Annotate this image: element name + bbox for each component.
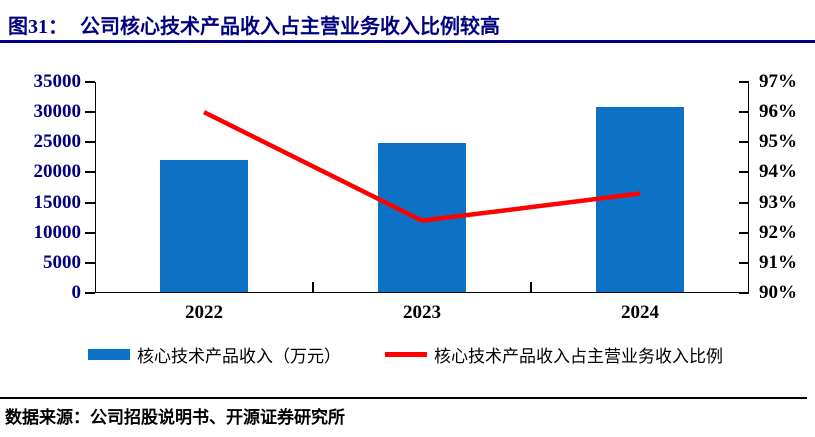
y-left-tickmark [85, 111, 95, 114]
data-source-note: 数据来源：公司招股说明书、开源证券研究所 [5, 408, 345, 427]
y-right-tickmark [739, 111, 749, 114]
bar-2023 [378, 142, 466, 292]
y-left-tickmark [85, 81, 95, 83]
figure-number: 图31： [8, 16, 68, 38]
y-left-tick-label: 25000 [33, 131, 82, 153]
y-left-tickmark [85, 292, 95, 294]
legend-label-bar: 核心技术产品收入（万元） [137, 347, 341, 366]
bar-2024 [596, 107, 684, 292]
y-right-tick-label: 94% [759, 161, 797, 183]
y-left-tickmark [85, 141, 95, 144]
y-left-tick-label: 0 [71, 282, 82, 303]
x-axis-label-2022: 2022 [185, 302, 223, 323]
legend-item-bar: 核心技术产品收入（万元） [88, 342, 341, 367]
footer-divider [0, 397, 807, 399]
y-left-tick-label: 20000 [33, 161, 82, 183]
y-left-tick-label: 35000 [33, 71, 82, 92]
line-swatch-icon [385, 352, 427, 357]
y-right-tick-label: 95% [759, 131, 797, 153]
x-axis-boundary-tickmark [312, 282, 314, 292]
y-right-tickmark [739, 81, 749, 83]
y-right-tickmark [739, 292, 749, 294]
title-divider [0, 40, 815, 43]
y-left-tickmark [85, 171, 95, 174]
y-right-tick-label: 92% [759, 221, 797, 243]
x-axis-label-2024: 2024 [621, 302, 659, 323]
y-left-tickmark [85, 261, 95, 264]
figure-header: 图31： 公司核心技术产品收入占主营业务收入比例较高 [8, 10, 500, 39]
y-right-tickmark [739, 141, 749, 144]
x-axis-label-2023: 2023 [403, 302, 441, 323]
y-right-tickmark [739, 171, 749, 174]
x-axis-boundary-tickmark [530, 282, 532, 292]
y-right-tickmark [739, 231, 749, 234]
y-right-tick-label: 97% [759, 71, 797, 92]
bar-2022 [160, 160, 248, 292]
y-right-tickmark [739, 201, 749, 204]
y-right-tick-label: 96% [759, 101, 797, 123]
y-left-tick-label: 10000 [33, 221, 82, 243]
legend-item-line: 核心技术产品收入占主营业务收入比例 [385, 342, 723, 367]
y-left-tick-label: 15000 [33, 191, 82, 213]
y-right-tick-label: 91% [759, 251, 797, 273]
y-right-tick-label: 93% [759, 191, 797, 213]
figure-title: 公司核心技术产品收入占主营业务收入比例较高 [80, 16, 500, 38]
y-left-tick-label: 30000 [33, 101, 82, 123]
y-right-tickmark [739, 261, 749, 264]
y-left-tickmark [85, 231, 95, 234]
legend-label-line: 核心技术产品收入占主营业务收入比例 [434, 347, 723, 366]
y-left-tick-label: 5000 [43, 251, 81, 273]
y-right-tick-label: 90% [759, 282, 797, 303]
bar-swatch-icon [88, 349, 130, 360]
chart-legend: 核心技术产品收入（万元） 核心技术产品收入占主营业务收入比例 [0, 342, 815, 368]
y-left-tickmark [85, 201, 95, 204]
